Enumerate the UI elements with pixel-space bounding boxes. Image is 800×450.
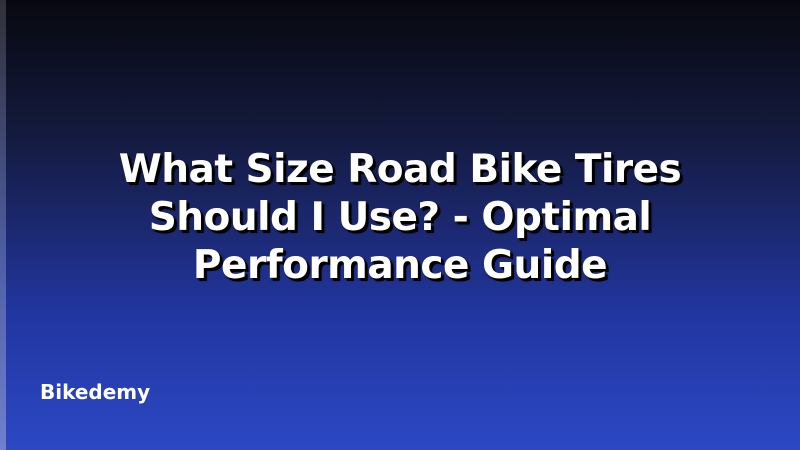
left-edge-strip [0,0,6,450]
page-title: What Size Road Bike Tires Should I Use? … [118,147,682,288]
brand-name: Bikedemy [40,380,151,404]
